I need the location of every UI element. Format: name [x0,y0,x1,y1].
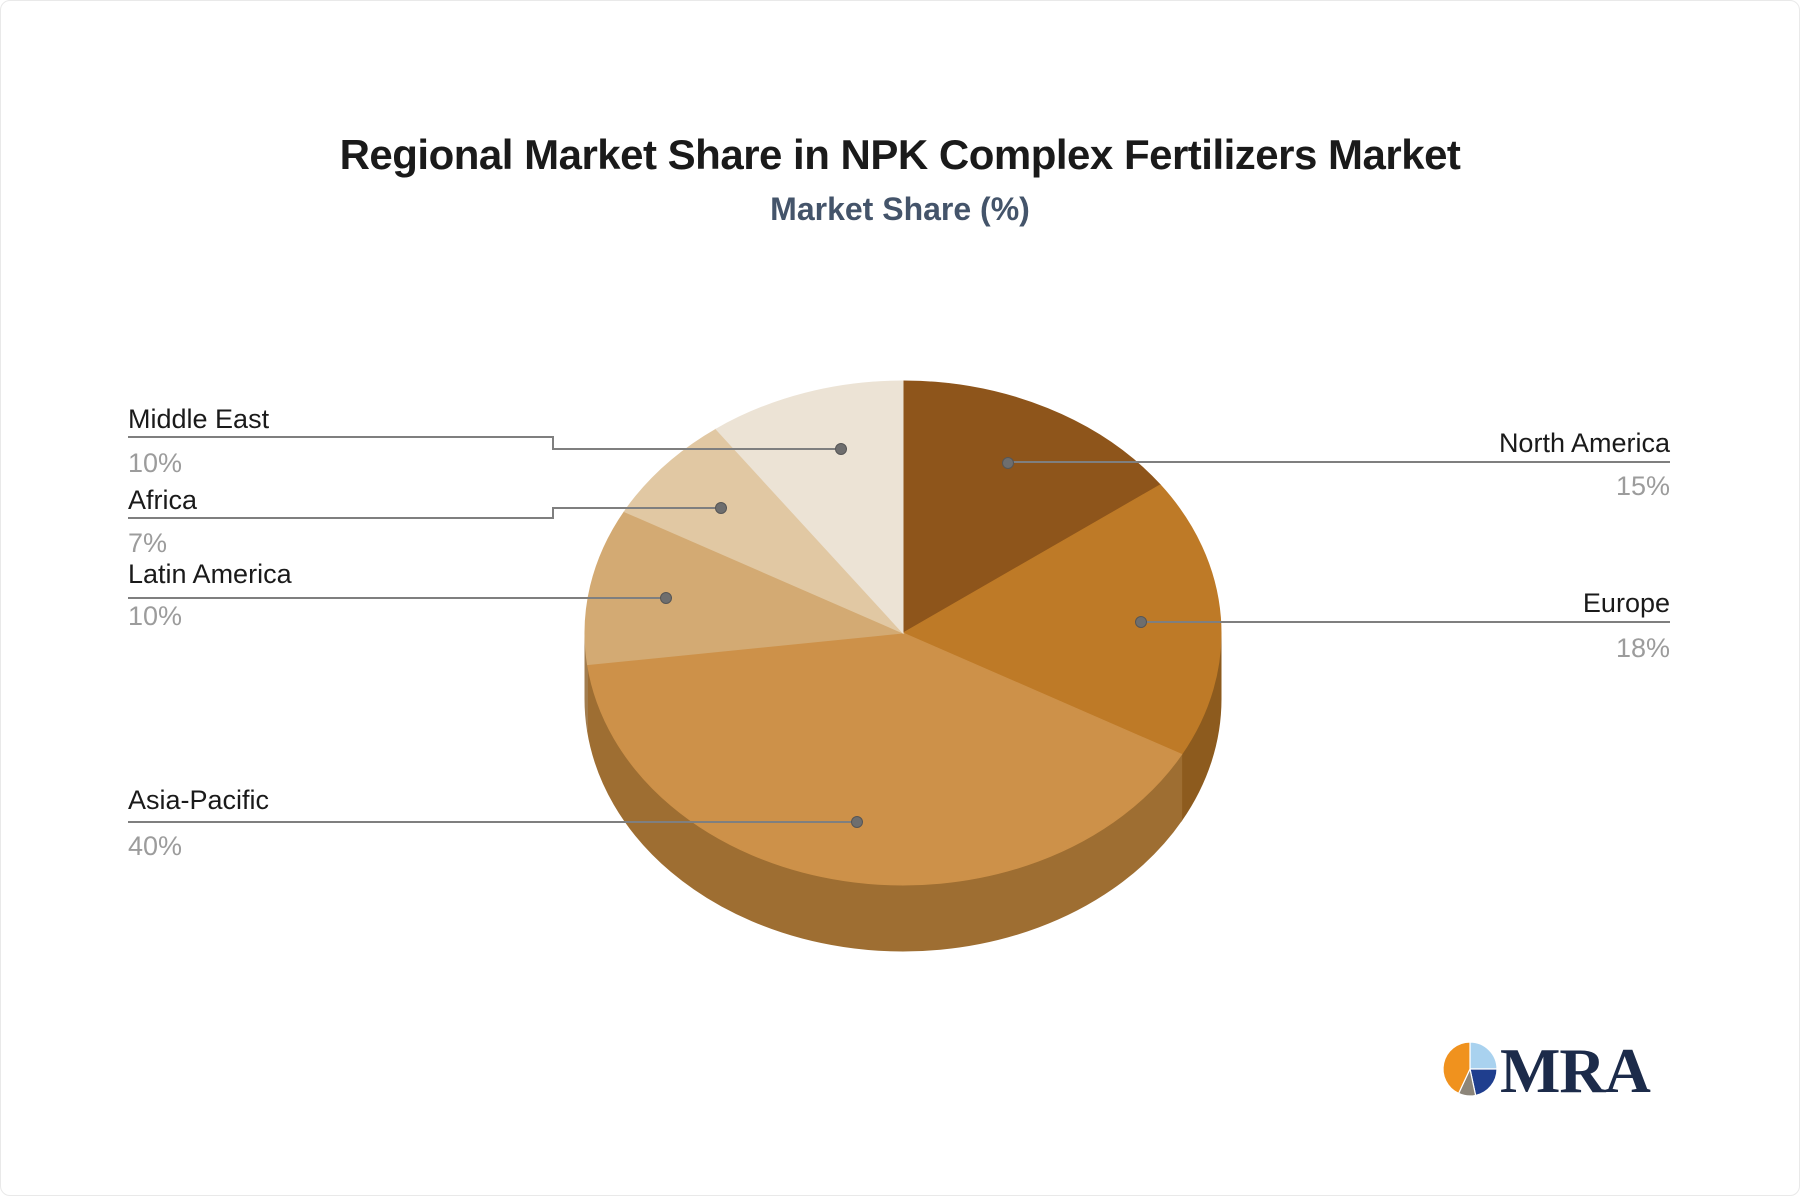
pie-slice-europe [901,484,1222,756]
leader-dot-asia-pacific [851,816,863,828]
logo-pie-icon [1442,1041,1498,1097]
logo-slice-navy [1469,1068,1498,1097]
chart-title: Regional Market Share in NPK Complex Fer… [339,131,1461,178]
slice-name-middle-east: Middle East [128,404,270,434]
pie-slice-latin-america [584,510,905,666]
slice-name-north-america: North America [1498,428,1670,458]
leader-dot-middle-east [835,443,847,455]
slice-name-africa: Africa [128,485,198,515]
logo-text: MRA [1500,1035,1651,1106]
slice-name-europe: Europe [1582,588,1670,618]
logo-slice-orange [1442,1041,1471,1095]
leader-line-africa [128,507,715,519]
slice-value-middle-east: 10% [128,448,183,478]
slice-value-europe: 18% [1615,633,1670,663]
slice-name-asia-pacific: Asia-Pacific [128,785,270,815]
slice-name-latin-america: Latin America [128,559,292,589]
pie-slice-north-america [902,380,1162,634]
slice-value-north-america: 15% [1615,471,1670,501]
slice-value-africa: 7% [128,528,168,558]
brand-logo: MRA [1440,1032,1700,1112]
leader-dot-latin-america [660,592,672,604]
leader-dot-africa [715,502,727,514]
slice-value-latin-america: 10% [128,601,183,631]
chart-subtitle: Market Share (%) [770,191,1030,227]
pie-slice-middle-east [715,380,904,635]
logo-slice-light-blue [1469,1041,1498,1070]
leader-dot-north-america [1002,457,1014,469]
leader-line-middle-east [128,436,835,450]
slice-value-asia-pacific: 40% [128,831,183,861]
leader-dot-europe [1135,616,1147,628]
